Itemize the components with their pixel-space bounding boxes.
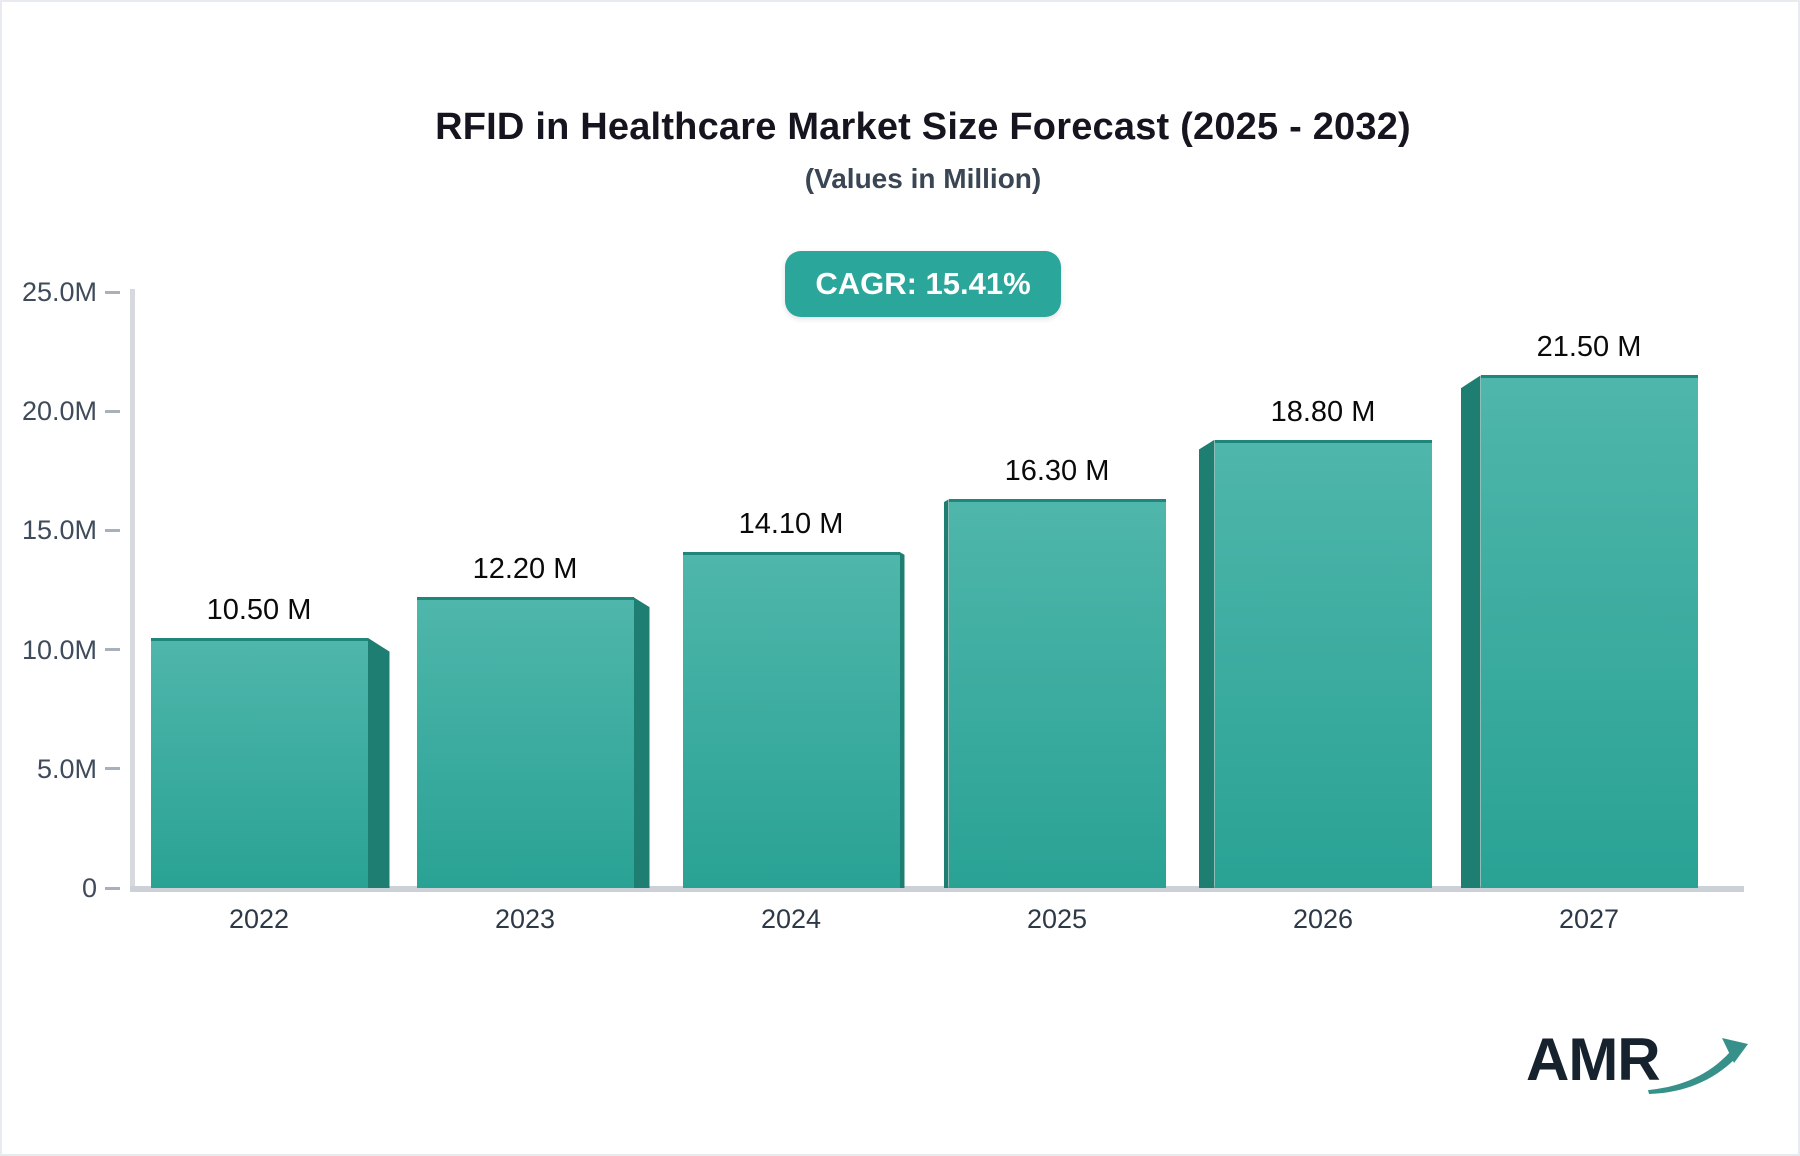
bar-value-label: 18.80 M: [1270, 395, 1376, 428]
y-axis-label: 25.0M: [21, 277, 97, 307]
chart-title: RFID in Healthcare Market Size Forecast …: [435, 106, 1411, 148]
bar-3d-side: [633, 597, 650, 888]
bar-2027: [1480, 375, 1698, 888]
y-axis-tick: [105, 648, 120, 652]
bar-3d-side: [899, 551, 905, 888]
bar-3d-side: [1460, 375, 1481, 888]
bar-value-label: 16.30 M: [1004, 455, 1110, 488]
x-axis-label: 2027: [1558, 904, 1620, 934]
growth-arrow-icon: [1647, 1038, 1748, 1094]
bar-3d-side: [943, 499, 949, 888]
y-axis-label: 5.0M: [36, 753, 97, 784]
bar-2025: [948, 499, 1166, 888]
bar-3d-side: [367, 637, 390, 888]
y-axis-tick: [105, 409, 120, 413]
bar-value-label: 10.50 M: [206, 593, 312, 626]
bar-value-label: 21.50 M: [1536, 331, 1642, 364]
x-axis-line: [130, 886, 1744, 892]
y-axis-label: 20.0M: [21, 396, 97, 427]
y-axis-tick: [105, 290, 120, 294]
y-axis-label: 15.0M: [21, 515, 97, 546]
y-axis-tick: [105, 528, 120, 532]
y-axis-tick: [105, 886, 120, 890]
bar-2022: [150, 637, 368, 888]
x-axis-label: 2022: [228, 904, 290, 934]
bar-value-label: 12.20 M: [472, 553, 578, 586]
y-axis-line: [130, 289, 135, 888]
amr-logo-text: AMR: [1526, 1026, 1661, 1093]
x-axis-label: 2023: [494, 904, 556, 934]
cagr-badge: CAGR: 15.41%: [785, 251, 1061, 317]
chart-subtitle: (Values in Million): [804, 163, 1042, 194]
bar-2026: [1214, 439, 1432, 888]
y-axis-label: 0: [81, 873, 97, 903]
amr-logo: AMR: [1526, 1030, 1750, 1098]
bar-2024: [682, 551, 900, 888]
chart-header: RFID in Healthcare Market Size Forecast …: [25, 2, 1798, 317]
x-axis-label: 2026: [1292, 904, 1354, 934]
bar-value-label: 14.10 M: [738, 507, 844, 540]
x-axis-label: 2025: [1026, 904, 1088, 934]
x-axis-label: 2024: [760, 904, 822, 934]
y-axis-label: 10.0M: [21, 634, 97, 665]
bar-3d-side: [1198, 439, 1215, 888]
y-axis-tick: [105, 767, 120, 771]
bar-2023: [416, 597, 634, 888]
